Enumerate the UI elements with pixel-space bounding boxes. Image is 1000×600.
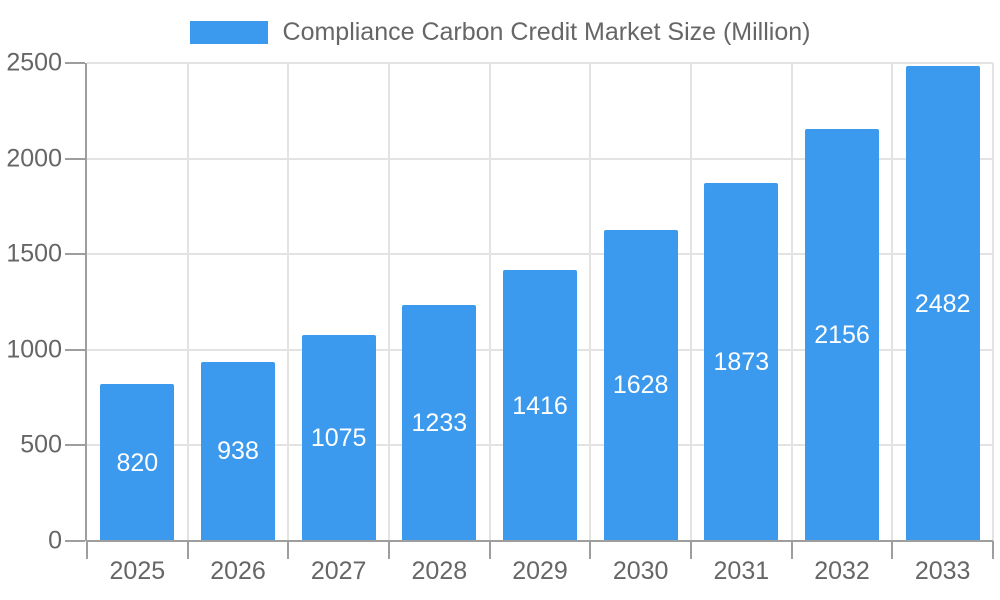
y-grid-line [87,62,993,64]
y-axis-label: 1500 [6,239,62,268]
plot-area: 0 500 1000 1500 2000 2500 2025 820 2026 938 2027 10… [6,49,994,585]
x-grid-line [488,63,491,541]
bar[interactable] [905,66,980,541]
legend-label: Compliance Carbon Credit Market Size (Mi… [282,18,811,46]
y-axis-line [85,63,87,541]
x-axis-label: 2030 [612,557,669,585]
x-tick [589,541,592,559]
bar-value-label: 1416 [512,391,568,420]
bar[interactable] [603,229,678,541]
x-grid-line [690,63,692,541]
x-tick [287,541,290,559]
x-axis-label: 2031 [713,557,770,585]
bar[interactable] [704,182,779,541]
x-axis-label: 2032 [814,557,870,585]
y-tick [65,62,85,64]
x-axis-label: 2026 [210,557,266,585]
y-tick [65,540,85,542]
y-axis-label: 2500 [6,48,62,77]
x-tick [186,541,189,559]
y-grid-line [87,157,993,160]
x-grid-line [589,63,592,541]
y-axis-label: 2000 [6,144,62,173]
x-grid-line [287,63,290,541]
y-tick [65,157,85,160]
x-axis-label: 2028 [411,557,468,585]
x-grid-line [891,63,894,541]
y-axis-label: 500 [20,430,62,459]
bar[interactable] [301,335,376,541]
bar-value-label: 2482 [914,289,971,318]
x-tick [388,541,390,559]
x-tick [790,541,793,559]
x-axis-label: 2025 [109,557,166,585]
y-axis-label: 0 [48,526,62,555]
x-tick [86,541,88,559]
bar[interactable] [805,128,879,541]
bar-value-label: 1233 [411,409,468,438]
x-tick [891,541,894,559]
x-grid-line [186,63,189,541]
x-axis-line [87,540,993,542]
y-tick [65,444,85,447]
bar-value-label: 1873 [713,347,770,376]
bar[interactable] [503,270,577,541]
bar-value-label: 2156 [814,320,870,349]
y-tick [65,253,85,256]
y-tick [65,348,85,351]
x-grid-line [388,63,390,541]
x-grid-line [790,63,793,541]
bar-value-label: 1075 [310,424,367,453]
bar[interactable] [402,305,477,541]
bar[interactable] [100,384,175,541]
x-tick [992,541,994,559]
bar-value-label: 1628 [612,371,669,400]
y-axis-label: 1000 [6,335,62,364]
bar[interactable] [201,361,275,541]
x-tick [690,541,692,559]
bar-value-label: 820 [116,448,159,477]
y-grid-line [87,253,993,256]
x-tick [488,541,491,559]
bar-value-label: 938 [217,437,259,466]
x-axis-label: 2029 [512,557,568,585]
x-grid-line [992,63,994,541]
x-axis-label: 2033 [914,557,971,585]
x-axis-label: 2027 [310,557,367,585]
legend-swatch [189,21,268,44]
legend[interactable]: Compliance Carbon Credit Market Size (Mi… [0,18,1000,47]
